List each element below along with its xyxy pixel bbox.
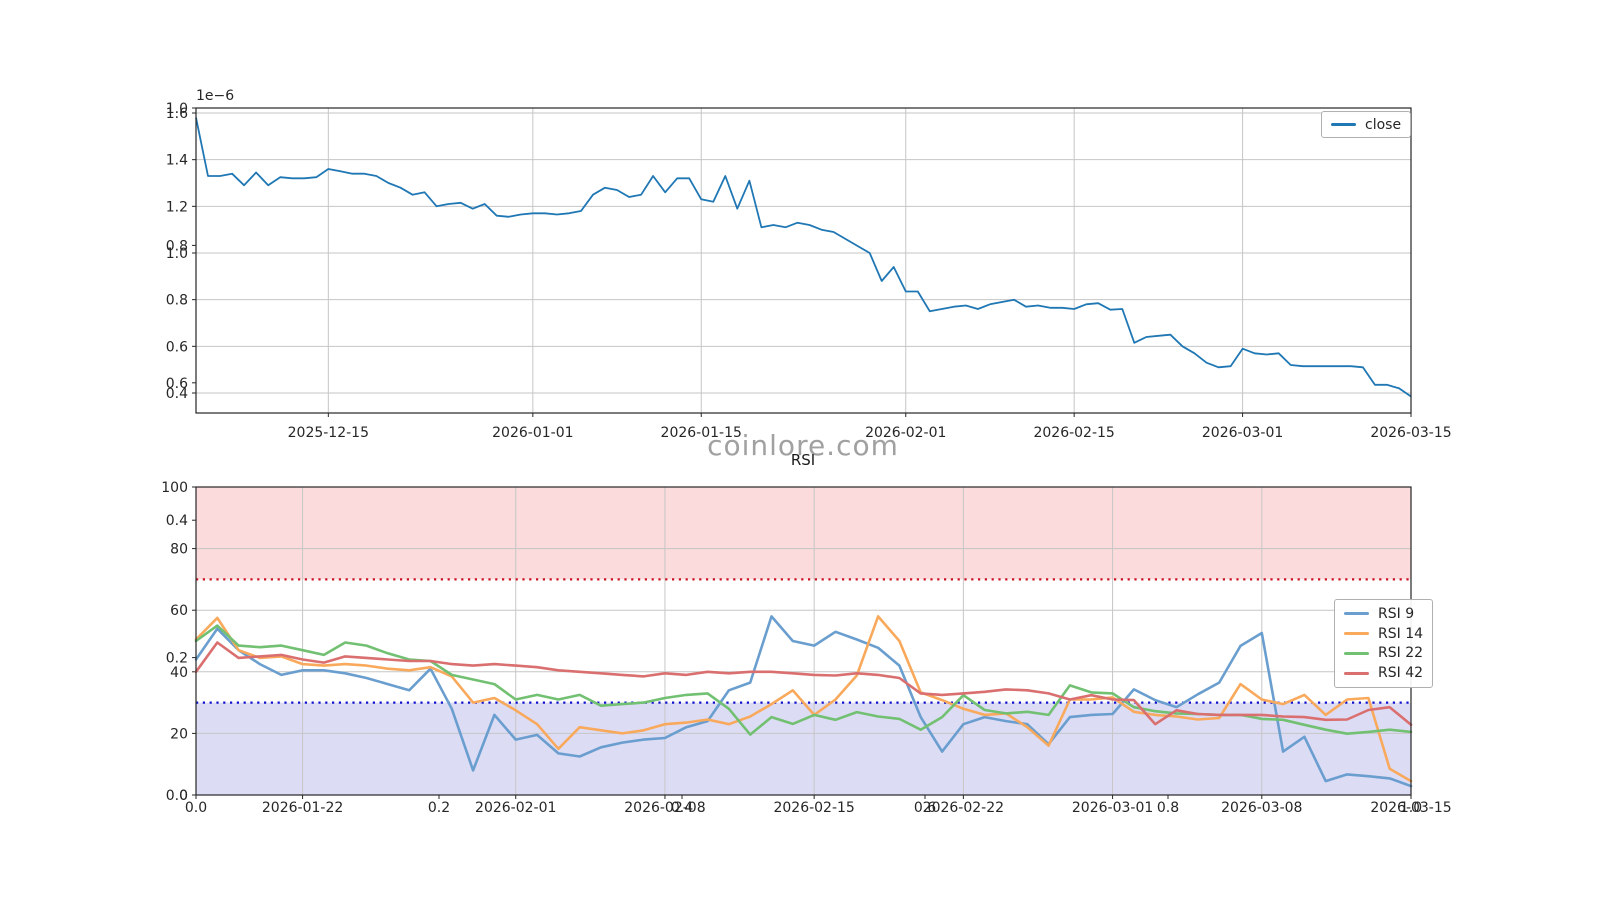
rsi-legend: RSI 9 RSI 14 RSI 22 RSI 42 <box>1334 599 1434 688</box>
legend-label-rsi42: RSI 42 <box>1378 665 1424 682</box>
rsi-chart-title: RSI <box>790 451 816 469</box>
overlay-tick-label-y: 0.6 <box>166 376 188 392</box>
oversold-band <box>196 702 1411 795</box>
price-axes-frame <box>195 107 1412 414</box>
rsi-tick-label-x: 2026-03-15 <box>1370 800 1451 816</box>
price-tick-label-x: 2026-01-01 <box>492 425 573 441</box>
rsi-tick-label-x: 2026-02-01 <box>475 800 556 816</box>
legend-label-rsi9: RSI 9 <box>1378 605 1415 622</box>
rsi-tick-label-x: 2026-01-22 <box>262 800 343 816</box>
overlay-tick-label-x: 0.0 <box>185 800 207 816</box>
price-tick-label-y: 0.6 <box>166 339 188 355</box>
price-tick-label-x: 2026-02-15 <box>1033 425 1114 441</box>
legend-item-close: close <box>1331 116 1401 133</box>
overlay-tick-label-x: 0.2 <box>428 800 450 816</box>
overlay-tick-label-x: 1.0 <box>1400 800 1422 816</box>
price-tick-label-x: 2026-02-01 <box>865 425 946 441</box>
rsi4-line <box>194 641 1413 727</box>
rsi-tick-label-y: 40 <box>170 665 188 681</box>
close-line <box>195 117 1412 398</box>
price-tick-label-x: 2026-01-15 <box>661 425 742 441</box>
legend-item-rsi42: RSI 42 <box>1344 663 1423 683</box>
watermark: coinlore.com <box>707 429 899 462</box>
rsi-tick-label-y: 20 <box>170 726 188 742</box>
rsi1-line <box>194 615 1413 788</box>
legend-label-rsi22: RSI 22 <box>1378 645 1424 662</box>
rsi2-line <box>194 615 1413 783</box>
price-tick-label-y: 1.0 <box>166 246 188 262</box>
rsi22-line-swatch <box>1344 651 1369 655</box>
price-tick-label-y: 1.2 <box>166 199 188 215</box>
overlay-tick-label-x: 0.8 <box>1157 800 1179 816</box>
rsi-tick-label-x: 2026-02-08 <box>624 800 705 816</box>
price-tick-label-x: 2026-03-15 <box>1370 425 1451 441</box>
price-tick-label-y: 1.6 <box>166 106 188 122</box>
price-tick-label-y: 0.8 <box>166 293 188 309</box>
overlay-tick-label-x: 0.4 <box>671 800 693 816</box>
overlay-tick-label-y: 0.4 <box>166 513 188 529</box>
rsi-tick-label-y: 80 <box>170 542 188 558</box>
overlay-tick-label-y: 0.0 <box>166 788 188 804</box>
rsi-tick-label-y: 60 <box>170 603 188 619</box>
legend-label-rsi14: RSI 14 <box>1378 625 1424 642</box>
legend-item-rsi14: RSI 14 <box>1344 624 1423 644</box>
rsi-tick-label-x: 2026-03-08 <box>1221 800 1302 816</box>
rsi-tick-label-x: 2026-02-22 <box>923 800 1004 816</box>
rsi-tick-label-y: 100 <box>161 480 188 496</box>
price-tick-label-x: 2026-03-01 <box>1202 425 1283 441</box>
price-tick-label-y: 0.4 <box>166 386 188 402</box>
rsi14-line-swatch <box>1344 632 1369 636</box>
legend-item-rsi9: RSI 9 <box>1344 604 1423 624</box>
y-axis-offset-label: 1e−6 <box>196 88 234 104</box>
price-tick-label-x: 2025-12-15 <box>288 425 369 441</box>
rsi42-line-swatch <box>1344 671 1369 675</box>
legend-item-rsi22: RSI 22 <box>1344 644 1423 664</box>
overlay-tick-label-x: 0.6 <box>914 800 936 816</box>
rsi9-line-swatch <box>1344 612 1369 616</box>
overlay-tick-label-y: 1.0 <box>166 101 188 117</box>
rsi-tick-label-x: 2026-03-01 <box>1072 800 1153 816</box>
rsi-tick-label-x: 2026-02-15 <box>773 800 854 816</box>
rsi-tick-label-y: 0 <box>179 788 188 804</box>
price-legend: close <box>1321 111 1412 138</box>
close-line-swatch <box>1331 123 1356 126</box>
legend-label-close: close <box>1365 116 1402 133</box>
price-tick-label-y: 1.4 <box>166 153 188 169</box>
overbought-band <box>196 487 1411 580</box>
overlay-tick-label-y: 0.8 <box>166 238 188 254</box>
overlay-tick-label-y: 0.2 <box>166 651 188 667</box>
